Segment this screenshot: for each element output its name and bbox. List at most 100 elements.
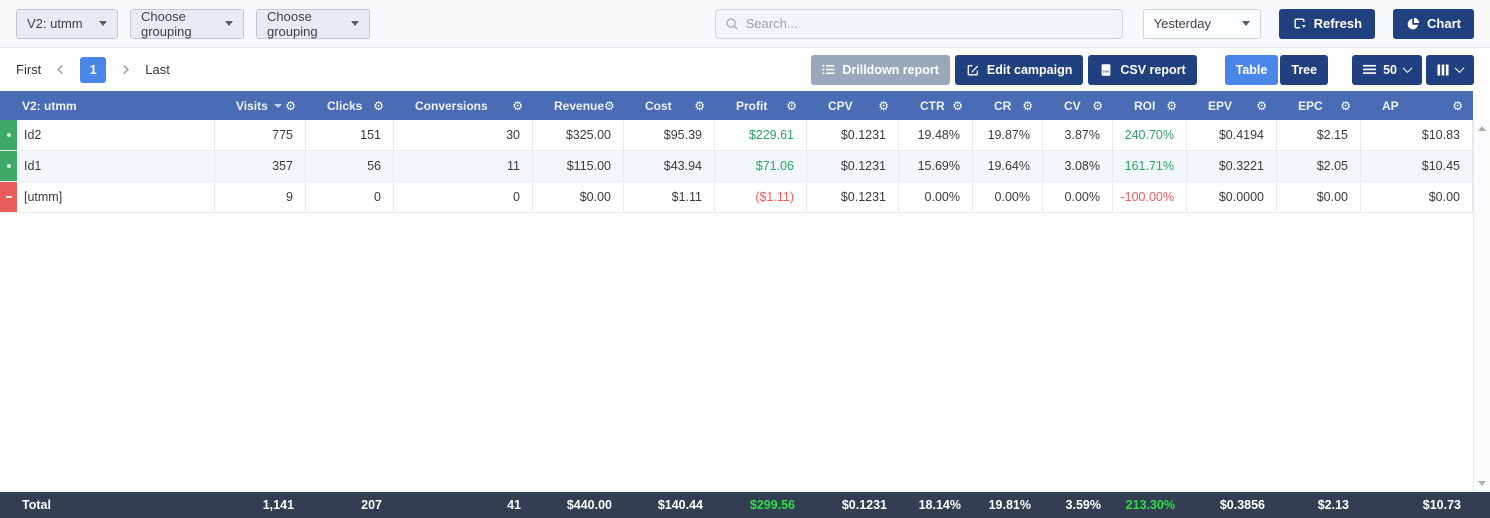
gear-icon[interactable]: ⚙ [1022, 98, 1033, 113]
ctr-cell: 0.00% [899, 182, 973, 212]
rows-per-page-value: 50 [1383, 62, 1397, 77]
caret-down-icon [99, 21, 107, 26]
column-header-cost[interactable]: Cost ⚙ [645, 98, 705, 113]
table-view-label: Table [1235, 62, 1268, 77]
pie-chart-icon [1406, 17, 1420, 31]
column-header-epc[interactable]: EPC ⚙ [1298, 98, 1351, 113]
table-view-button[interactable]: Table [1224, 54, 1279, 85]
revenue-cell: $115.00 [533, 151, 624, 181]
gear-icon[interactable]: ⚙ [604, 98, 615, 113]
gear-icon[interactable]: ⚙ [1166, 98, 1177, 113]
status-positive-strip [0, 120, 17, 150]
cv-cell: 0.00% [1043, 182, 1113, 212]
chevron-down-icon [1402, 63, 1413, 74]
chevron-left-icon[interactable] [55, 64, 66, 75]
table-row[interactable]: [utmm] 9 0 0 $0.00 $1.11 ($1.11) $0.1231… [0, 182, 1473, 213]
cpv-cell: $0.1231 [807, 120, 899, 150]
table-row[interactable]: Id2 775 151 30 $325.00 $95.39 $229.61 $0… [0, 120, 1473, 151]
column-header-profit[interactable]: Profit ⚙ [736, 98, 797, 113]
gear-icon[interactable]: ⚙ [285, 98, 296, 113]
row-name-cell: Id1 [0, 151, 215, 181]
scroll-up-icon[interactable] [1478, 126, 1486, 131]
gear-icon[interactable]: ⚙ [512, 98, 523, 113]
cr-cell: 0.00% [973, 182, 1043, 212]
column-header-visits[interactable]: Visits ⚙ [236, 98, 296, 113]
refresh-button[interactable]: Refresh [1278, 8, 1376, 39]
tree-view-button[interactable]: Tree [1280, 54, 1329, 85]
roi-cell: 240.70% [1113, 120, 1187, 150]
drilldown-report-button[interactable]: Drilldown report [811, 54, 950, 85]
columns-button[interactable] [1426, 54, 1474, 85]
clicks-cell: 56 [306, 151, 394, 181]
gear-icon[interactable]: ⚙ [952, 98, 963, 113]
refresh-icon [1292, 16, 1307, 31]
pagination-current-page[interactable]: 1 [80, 56, 107, 83]
column-header-ap[interactable]: AP ⚙ [1382, 98, 1463, 113]
gear-icon[interactable]: ⚙ [786, 98, 797, 113]
gear-icon[interactable]: ⚙ [1256, 98, 1267, 113]
total-label: Total [22, 498, 51, 512]
table-row[interactable]: Id1 357 56 11 $115.00 $43.94 $71.06 $0.1… [0, 151, 1473, 182]
status-positive-strip [0, 151, 17, 181]
conversions-cell: 11 [394, 151, 533, 181]
chevron-right-icon[interactable] [120, 64, 131, 75]
gear-icon[interactable]: ⚙ [373, 98, 384, 113]
column-header-cv[interactable]: CV ⚙ [1064, 98, 1103, 113]
ap-cell: $10.45 [1361, 151, 1473, 181]
gear-icon[interactable]: ⚙ [1340, 98, 1351, 113]
cost-cell: $1.11 [624, 182, 715, 212]
total-profit: $299.56 [749, 498, 795, 512]
tree-view-label: Tree [1291, 62, 1318, 77]
column-header-conversions[interactable]: Conversions ⚙ [415, 98, 523, 113]
gear-icon[interactable]: ⚙ [878, 98, 889, 113]
vertical-scrollbar[interactable] [1473, 120, 1490, 492]
status-dash-icon [5, 196, 12, 198]
column-header-epv[interactable]: EPV ⚙ [1208, 98, 1267, 113]
edit-campaign-button[interactable]: Edit campaign [954, 54, 1084, 85]
column-header-clicks[interactable]: Clicks ⚙ [327, 98, 384, 113]
table-display-controls: 50 [1352, 54, 1474, 85]
visits-cell: 775 [215, 120, 306, 150]
column-header-cr[interactable]: CR ⚙ [994, 98, 1033, 113]
csv-file-icon: csv [1099, 63, 1113, 77]
sort-desc-icon [273, 103, 282, 108]
epv-cell: $0.3221 [1187, 151, 1277, 181]
cost-cell: $95.39 [624, 120, 715, 150]
pagination-first[interactable]: First [16, 62, 42, 77]
chart-button[interactable]: Chart [1393, 8, 1474, 39]
pagination-last[interactable]: Last [145, 62, 170, 77]
total-ctr: 18.14% [918, 498, 961, 512]
visits-cell: 9 [215, 182, 306, 212]
ctr-cell: 15.69% [899, 151, 973, 181]
column-header-roi[interactable]: ROI ⚙ [1134, 98, 1177, 113]
ctr-cell: 19.48% [899, 120, 973, 150]
grouping-select-2[interactable]: Choose grouping [130, 8, 244, 39]
gear-icon[interactable]: ⚙ [1452, 98, 1463, 113]
grouping-select-3[interactable]: Choose grouping [256, 8, 370, 39]
svg-text:csv: csv [1103, 68, 1110, 73]
clicks-cell: 0 [306, 182, 394, 212]
csv-report-label: CSV report [1120, 62, 1186, 77]
column-header-cpv[interactable]: CPV ⚙ [828, 98, 889, 113]
csv-report-button[interactable]: csv CSV report [1088, 54, 1197, 85]
total-clicks: 207 [361, 498, 382, 512]
column-header-name[interactable]: V2: utmm [22, 98, 77, 113]
search-input[interactable] [745, 16, 1113, 31]
gear-icon[interactable]: ⚙ [694, 98, 705, 113]
rows-per-page-button[interactable]: 50 [1352, 54, 1422, 85]
visits-cell: 357 [215, 151, 306, 181]
refresh-label: Refresh [1313, 16, 1363, 31]
total-conversions: 41 [507, 498, 521, 512]
gear-icon[interactable]: ⚙ [1092, 98, 1103, 113]
scroll-down-icon[interactable] [1478, 481, 1486, 486]
roi-cell: 161.71% [1113, 151, 1187, 181]
row-name-cell: Id2 [0, 120, 215, 150]
grouping-select-1-value: V2: utmm [27, 16, 83, 31]
report-actions: Drilldown report Edit campaign csv CSV r… [811, 54, 1474, 85]
column-header-ctr[interactable]: CTR ⚙ [920, 98, 963, 113]
cost-cell: $43.94 [624, 151, 715, 181]
column-header-revenue[interactable]: Revenue ⚙ [554, 98, 615, 113]
date-range-select[interactable]: Yesterday [1142, 8, 1261, 39]
search-icon [725, 17, 739, 31]
grouping-select-1[interactable]: V2: utmm [16, 8, 118, 39]
